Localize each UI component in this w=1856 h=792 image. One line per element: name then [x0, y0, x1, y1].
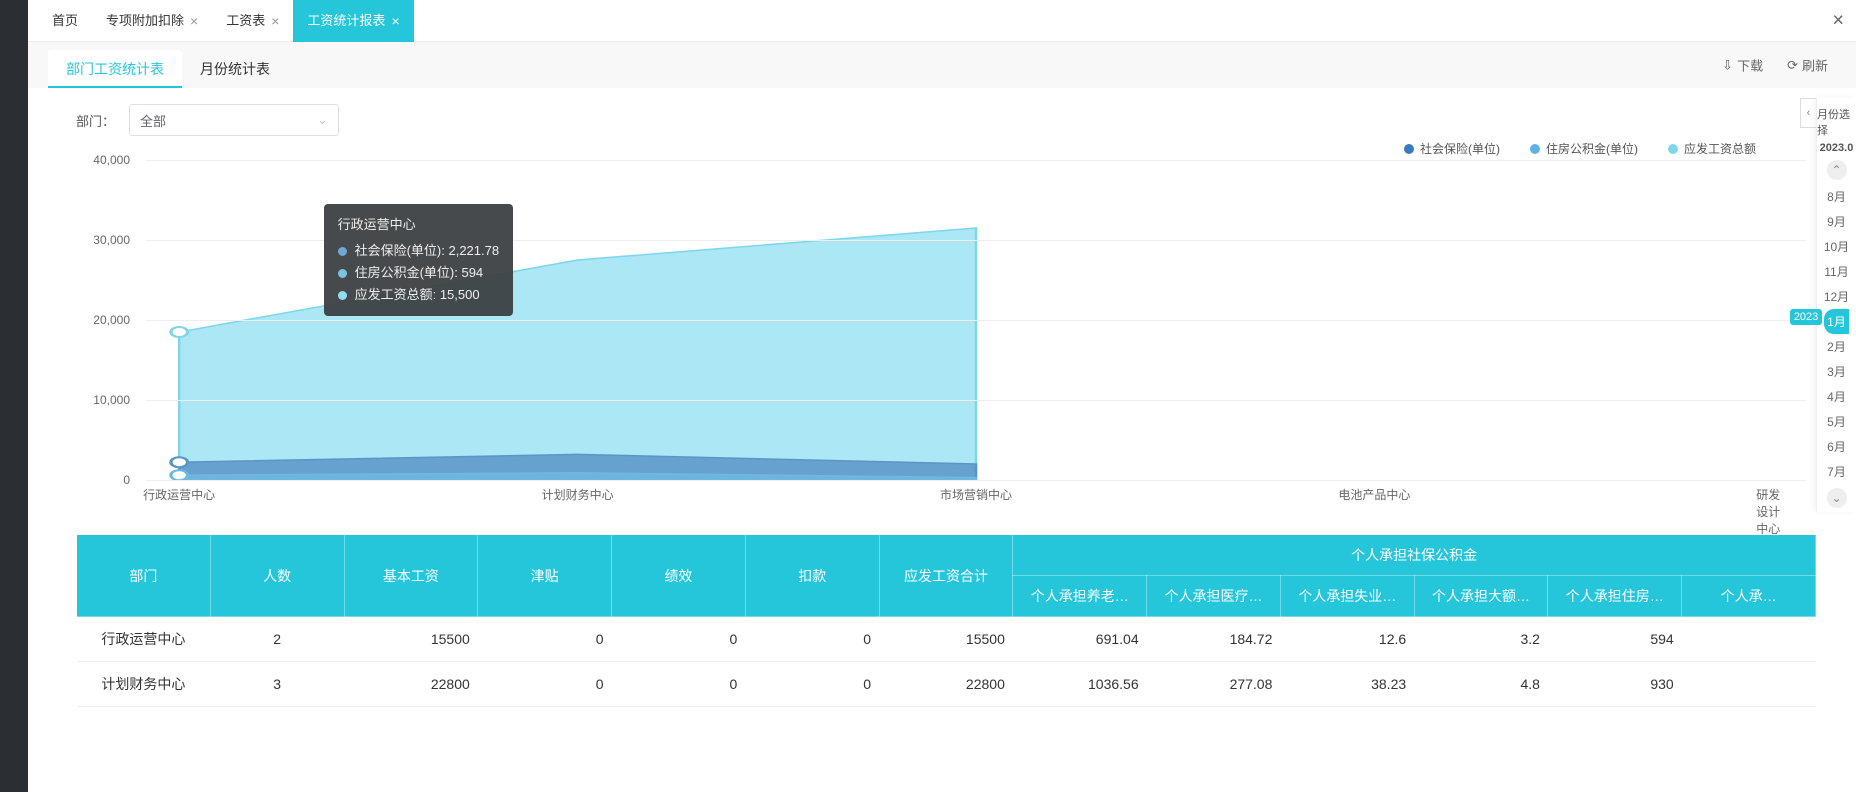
- month-option[interactable]: 10月: [1824, 234, 1849, 259]
- download-button[interactable]: ⇩ 下载: [1722, 56, 1763, 75]
- year-badge: 2023: [1790, 309, 1822, 325]
- tab-工资统计报表[interactable]: 工资统计报表×: [293, 0, 413, 42]
- tab-工资表[interactable]: 工资表×: [212, 0, 293, 42]
- month-option[interactable]: 2月: [1824, 334, 1849, 359]
- month-option[interactable]: 8月: [1824, 184, 1849, 209]
- tab-专项附加扣除[interactable]: 专项附加扣除×: [92, 0, 212, 42]
- x-tick: 计划财务中心: [542, 486, 614, 503]
- page-tabs: 首页专项附加扣除×工资表×工资统计报表××: [28, 0, 1856, 42]
- refresh-button[interactable]: ⟳ 刷新: [1787, 56, 1828, 75]
- month-option[interactable]: 12月: [1824, 284, 1849, 309]
- x-tick: 研发设计中心: [1756, 486, 1789, 537]
- month-panel-toggle[interactable]: ‹: [1800, 98, 1816, 128]
- close-icon[interactable]: ×: [391, 0, 399, 42]
- download-label: 下载: [1737, 56, 1763, 75]
- month-option[interactable]: 11月: [1824, 259, 1849, 284]
- report-subtabs: 部门工资统计表月份统计表 ⇩ 下载 ⟳ 刷新: [28, 42, 1856, 88]
- dept-select-value: 全部: [140, 111, 166, 130]
- y-tick: 30,000: [93, 233, 130, 247]
- month-option[interactable]: 6月: [1824, 434, 1849, 459]
- y-tick: 40,000: [93, 153, 130, 167]
- dept-filter-label: 部门：: [76, 111, 115, 130]
- month-option[interactable]: 9月: [1824, 209, 1849, 234]
- y-tick: 10,000: [93, 393, 130, 407]
- salary-chart[interactable]: 010,00020,00030,00040,000 行政运营中心社会保险(单位)…: [76, 150, 1816, 510]
- salary-table: 部门人数基本工资津贴绩效扣款应发工资合计个人承担社保公积金个人承担养老…个人承担…: [76, 534, 1816, 707]
- subtab-月份统计表[interactable]: 月份统计表: [182, 50, 288, 88]
- y-tick: 20,000: [93, 313, 130, 327]
- x-tick: 电池产品中心: [1338, 486, 1410, 503]
- month-panel: 月份选择 2023.0 ⌃ 8月9月10月11月12月1月20232月3月4月5…: [1816, 98, 1856, 512]
- month-option[interactable]: 3月: [1824, 359, 1849, 384]
- chevron-down-icon: ⌄: [317, 112, 328, 128]
- y-tick: 0: [123, 473, 130, 487]
- month-option[interactable]: 1月2023: [1824, 309, 1849, 334]
- month-option[interactable]: 7月: [1824, 459, 1849, 484]
- refresh-label: 刷新: [1802, 56, 1828, 75]
- filter-row: 部门： 全部 ⌄: [28, 88, 1856, 140]
- table-row[interactable]: 计划财务中心322800000228001036.56277.0838.234.…: [77, 662, 1816, 707]
- x-tick: 市场营销中心: [940, 486, 1012, 503]
- subtab-部门工资统计表[interactable]: 部门工资统计表: [48, 50, 182, 88]
- dept-select[interactable]: 全部 ⌄: [129, 104, 339, 136]
- close-icon[interactable]: ×: [190, 0, 198, 42]
- month-option[interactable]: 5月: [1824, 409, 1849, 434]
- close-icon[interactable]: ×: [271, 0, 279, 42]
- month-scroll-up[interactable]: ⌃: [1827, 160, 1847, 180]
- month-panel-sub: 2023.0: [1820, 140, 1854, 156]
- close-all-tabs[interactable]: ×: [1832, 9, 1844, 32]
- month-panel-title: 月份选择: [1817, 104, 1856, 140]
- left-nav-rail: [0, 0, 28, 792]
- tab-首页[interactable]: 首页: [38, 0, 92, 42]
- table-row[interactable]: 行政运营中心21550000015500691.04184.7212.63.25…: [77, 617, 1816, 662]
- x-tick: 行政运营中心: [143, 486, 215, 503]
- month-scroll-down[interactable]: ⌄: [1827, 488, 1847, 508]
- month-option[interactable]: 4月: [1824, 384, 1849, 409]
